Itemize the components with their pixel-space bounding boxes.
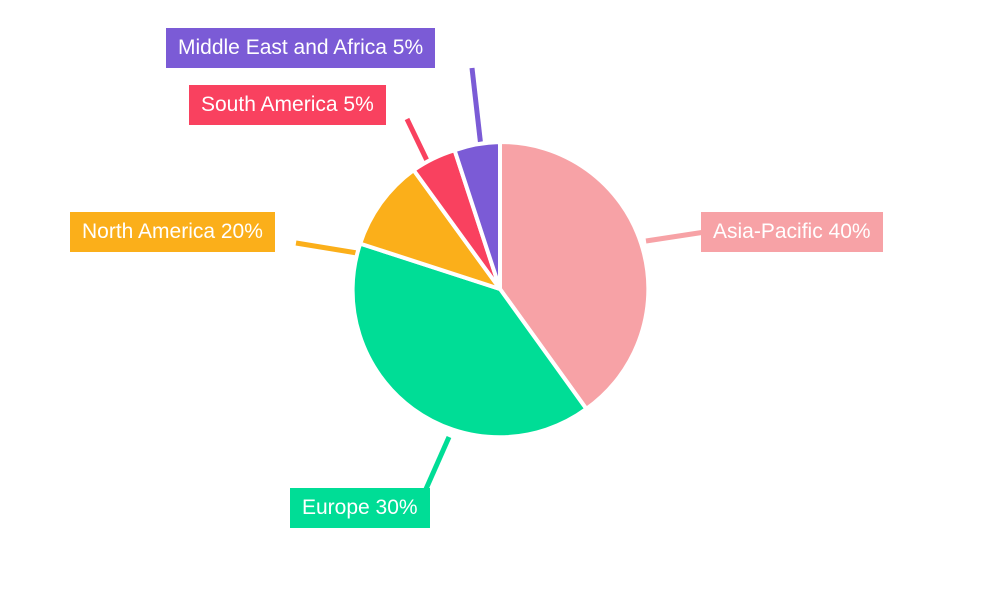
pie-slice-middle-east-africa[interactable]	[452, 140, 502, 291]
pie-label-text-north-america: North America 20%	[82, 220, 263, 243]
pie-label-middle-east-africa[interactable]: Middle East and Africa 5%	[166, 28, 436, 68]
pie-label-asia-pacific[interactable]: Asia-Pacific 40%	[701, 212, 883, 252]
pie-slices	[350, 139, 651, 440]
pie-slice-north-america[interactable]	[358, 168, 502, 291]
pie-slice-asia-pacific[interactable]	[498, 139, 651, 411]
leader-line-europe	[423, 435, 452, 491]
leader-line-asia-pacific	[645, 229, 706, 244]
pie-label-europe[interactable]: Europe 30%	[290, 488, 430, 528]
pie-label-text-south-america: South America 5%	[201, 93, 374, 116]
leader-line-north-america	[295, 240, 358, 256]
leader-line-middle-east-africa	[469, 67, 485, 157]
pie-label-south-america[interactable]: South America 5%	[189, 85, 386, 125]
pie-label-text-europe: Europe 30%	[302, 496, 418, 519]
pie-slice-europe[interactable]	[350, 241, 589, 440]
pie-label-text-middle-east-africa: Middle East and Africa 5%	[178, 36, 424, 59]
pie-label-text-asia-pacific: Asia-Pacific 40%	[713, 220, 871, 243]
pie-label-north-america[interactable]: North America 20%	[70, 212, 275, 252]
